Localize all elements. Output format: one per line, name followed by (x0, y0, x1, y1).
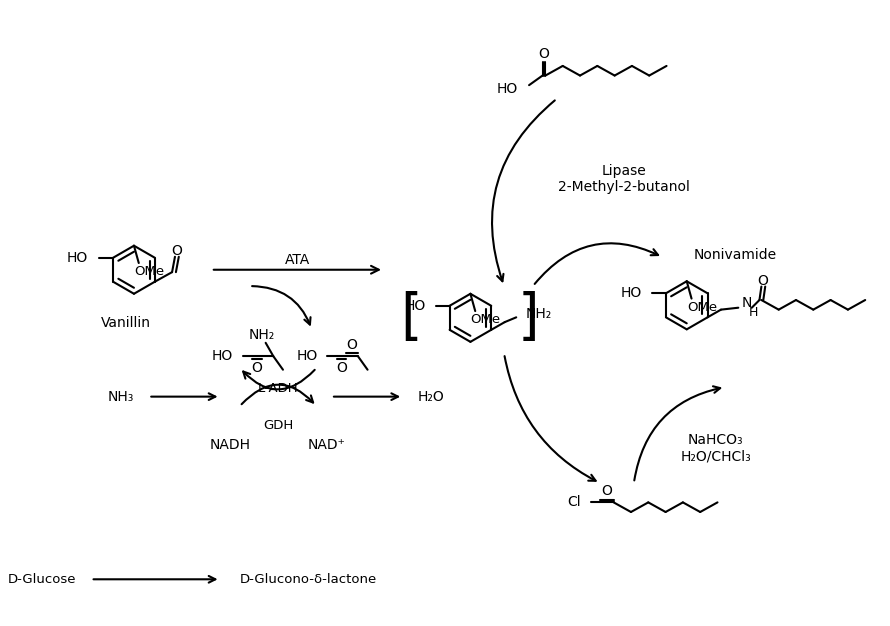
Text: OMe: OMe (687, 300, 717, 314)
Text: HO: HO (67, 251, 88, 265)
Text: HO: HO (296, 349, 318, 363)
Text: 2-Methyl-2-butanol: 2-Methyl-2-butanol (558, 180, 690, 194)
Text: ]: ] (517, 291, 539, 345)
FancyArrowPatch shape (252, 286, 311, 325)
Text: NADH: NADH (209, 438, 251, 452)
Text: HO: HO (404, 299, 425, 313)
Text: O: O (336, 361, 347, 375)
Text: OMe: OMe (471, 313, 501, 326)
Text: D-Glucose: D-Glucose (8, 573, 77, 586)
Text: NAD⁺: NAD⁺ (307, 438, 345, 452)
Text: O: O (172, 244, 182, 258)
FancyArrowPatch shape (243, 370, 315, 389)
Text: Vanillin: Vanillin (101, 316, 151, 330)
Text: OMe: OMe (134, 265, 165, 278)
Text: HO: HO (497, 82, 517, 96)
Text: NH₂: NH₂ (526, 307, 552, 321)
Text: GDH: GDH (263, 419, 294, 432)
Text: O: O (756, 274, 768, 288)
Text: NaHCO₃: NaHCO₃ (688, 433, 743, 447)
Text: NH₂: NH₂ (248, 328, 275, 342)
Text: O: O (347, 337, 358, 352)
FancyArrowPatch shape (635, 386, 720, 480)
FancyArrowPatch shape (492, 100, 554, 281)
Text: Lipase: Lipase (602, 164, 647, 178)
Text: N: N (741, 296, 751, 310)
Text: HO: HO (212, 349, 233, 363)
Text: H₂O: H₂O (417, 389, 444, 404)
Text: HO: HO (620, 286, 642, 300)
Text: D-Glucono-δ-lactone: D-Glucono-δ-lactone (239, 573, 377, 586)
Text: O: O (602, 484, 612, 498)
Text: ATA: ATA (285, 253, 310, 267)
Text: H: H (748, 306, 758, 319)
Text: H₂O/CHCl₃: H₂O/CHCl₃ (680, 449, 751, 463)
FancyArrowPatch shape (241, 384, 313, 404)
Text: O: O (252, 361, 263, 375)
Text: [: [ (400, 291, 422, 345)
Text: Cl: Cl (567, 495, 581, 510)
Text: Nonivamide: Nonivamide (693, 249, 776, 262)
FancyArrowPatch shape (505, 356, 595, 481)
Text: L-ADH: L-ADH (258, 382, 298, 396)
Text: O: O (538, 48, 549, 61)
Text: NH₃: NH₃ (108, 389, 134, 404)
FancyArrowPatch shape (535, 244, 658, 284)
